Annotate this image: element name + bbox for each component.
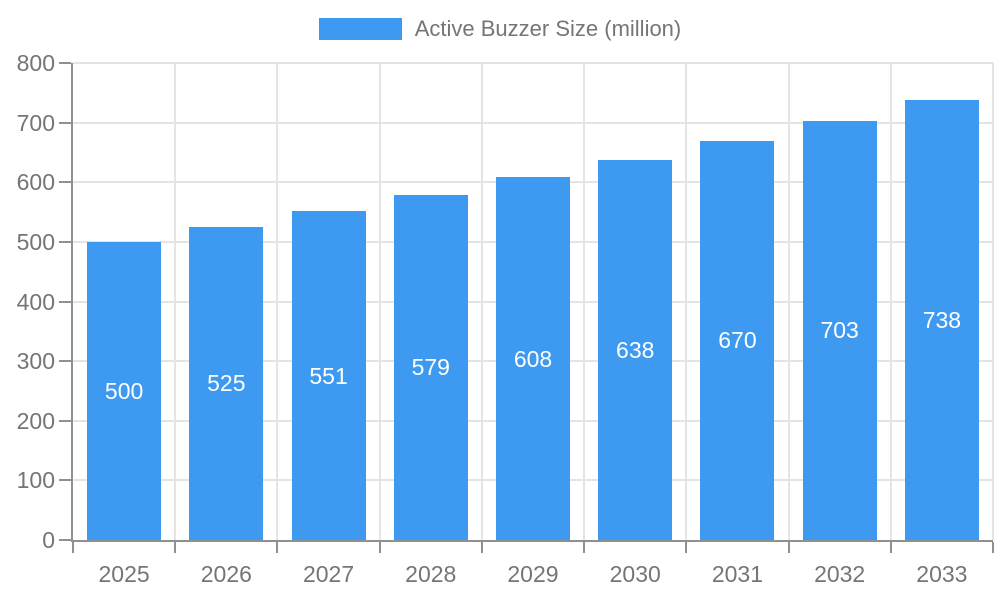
v-gridline [685, 63, 688, 540]
y-axis-label: 400 [16, 288, 55, 315]
x-axis-label: 2031 [711, 561, 764, 587]
x-axis-tick [378, 542, 381, 553]
y-axis-label: 600 [16, 169, 55, 196]
y-axis-tick [59, 360, 71, 363]
bar-value-label: 500 [104, 377, 144, 404]
x-axis-tick [992, 542, 994, 553]
h-gridline [73, 62, 993, 64]
x-axis-tick [787, 542, 790, 553]
x-axis-label: 2028 [405, 561, 457, 587]
x-axis-label: 2030 [609, 561, 661, 587]
x-axis-label: 2033 [916, 561, 968, 587]
y-axis-label: 0 [42, 527, 55, 553]
y-axis-tick [59, 121, 71, 124]
bar-2026[interactable] [189, 226, 264, 540]
v-gridline [174, 63, 177, 540]
y-axis-label: 200 [16, 407, 55, 434]
bar-value-label: 551 [309, 362, 348, 389]
y-axis-label: 700 [16, 109, 55, 136]
bar-2025[interactable] [87, 241, 162, 540]
v-gridline [276, 63, 279, 540]
x-axis-tick [583, 542, 586, 553]
x-axis-tick [480, 542, 483, 553]
v-gridline [889, 63, 892, 540]
bar-2030[interactable] [598, 159, 673, 540]
y-axis-tick [59, 181, 71, 184]
bar-2033[interactable] [904, 99, 979, 540]
y-axis-tick [59, 419, 71, 422]
bar-2032[interactable] [802, 120, 877, 540]
bar-2031[interactable] [700, 140, 775, 540]
bar-value-label: 638 [616, 336, 655, 363]
x-axis-label: 2025 [98, 561, 150, 587]
x-axis-line [71, 540, 993, 542]
x-axis-label: 2027 [302, 561, 355, 587]
v-gridline [787, 63, 790, 540]
bar-value-label: 670 [718, 327, 757, 354]
y-axis-tick [59, 539, 71, 541]
x-axis-tick [889, 542, 892, 553]
y-axis-label: 100 [16, 467, 55, 494]
y-axis-tick [59, 479, 71, 482]
y-axis-tick [59, 300, 71, 303]
v-gridline [378, 63, 381, 540]
legend[interactable]: Active Buzzer Size (million) [0, 16, 1000, 42]
y-axis-tick [59, 240, 71, 243]
y-axis-label: 300 [16, 348, 55, 375]
x-axis-tick [174, 542, 177, 553]
v-gridline [992, 63, 994, 540]
y-axis-label: 500 [16, 228, 55, 255]
bar-value-label: 579 [411, 354, 450, 381]
bar-value-label: 608 [513, 345, 553, 372]
bar-value-label: 703 [820, 317, 859, 344]
x-axis-tick [276, 542, 279, 553]
x-axis-label: 2026 [200, 561, 252, 587]
bar-2028[interactable] [393, 194, 468, 540]
y-axis-label: 800 [16, 50, 55, 76]
x-axis-label: 2029 [507, 561, 559, 587]
x-axis-label: 2032 [814, 561, 866, 587]
bar-value-label: 738 [922, 306, 962, 333]
y-axis-tick [59, 62, 71, 64]
bar-2029[interactable] [496, 177, 570, 540]
y-axis-line [71, 63, 73, 540]
x-axis-tick [685, 542, 688, 553]
x-axis-tick [72, 542, 74, 553]
v-gridline [480, 63, 483, 540]
legend-swatch [318, 18, 402, 40]
h-gridline [73, 121, 993, 124]
bar-value-label: 525 [207, 370, 246, 397]
v-gridline [583, 63, 586, 540]
bar-2027[interactable] [291, 211, 366, 540]
legend-label: Active Buzzer Size (million) [414, 16, 682, 41]
